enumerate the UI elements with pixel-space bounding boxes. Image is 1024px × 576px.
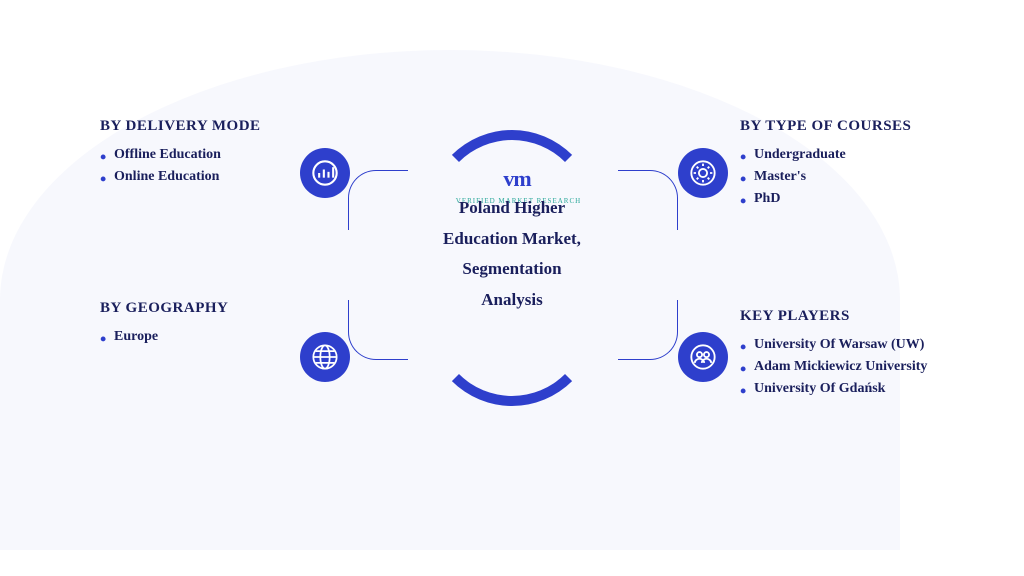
connector-bottom-right <box>618 300 678 360</box>
section-heading: KEY PLAYERS <box>740 308 1000 325</box>
section-key-players: KEY PLAYERS University Of Warsaw (UW) Ad… <box>740 308 1000 403</box>
list-item: University Of Warsaw (UW) <box>740 337 1000 353</box>
list-item: University Of Gdańsk <box>740 381 1000 397</box>
connector-top-right <box>618 170 678 230</box>
section-geography: BY GEOGRAPHY Europe <box>100 300 360 351</box>
people-icon <box>678 332 728 382</box>
list-item: Undergraduate <box>740 147 1000 163</box>
section-list: Undergraduate Master's PhD <box>740 147 1000 207</box>
section-list: University Of Warsaw (UW) Adam Mickiewic… <box>740 337 1000 397</box>
list-item: Offline Education <box>100 147 360 163</box>
section-list: Offline Education Online Education <box>100 147 360 185</box>
list-item: Master's <box>740 169 1000 185</box>
list-item: Europe <box>100 329 360 345</box>
gear-icon <box>678 148 728 198</box>
list-item: PhD <box>740 191 1000 207</box>
diagram-root: vm VERIFIED MARKET RESEARCH Poland Highe… <box>0 0 1024 576</box>
section-type-of-courses: BY TYPE OF COURSES Undergraduate Master'… <box>740 118 1000 213</box>
section-delivery-mode: BY DELIVERY MODE Offline Education Onlin… <box>100 118 360 191</box>
title-line: Education Market, <box>412 224 612 255</box>
center-title: Poland Higher Education Market, Segmenta… <box>412 193 612 315</box>
list-item: Online Education <box>100 169 360 185</box>
logo-mark: vm <box>503 166 530 191</box>
section-heading: BY GEOGRAPHY <box>100 300 360 317</box>
section-heading: BY TYPE OF COURSES <box>740 118 1000 135</box>
section-list: Europe <box>100 329 360 345</box>
section-heading: BY DELIVERY MODE <box>100 118 360 135</box>
title-line: Analysis <box>412 285 612 316</box>
title-line: Poland Higher <box>412 193 612 224</box>
center-hub: vm VERIFIED MARKET RESEARCH Poland Highe… <box>382 138 642 398</box>
title-line: Segmentation <box>412 254 612 285</box>
list-item: Adam Mickiewicz University <box>740 359 1000 375</box>
